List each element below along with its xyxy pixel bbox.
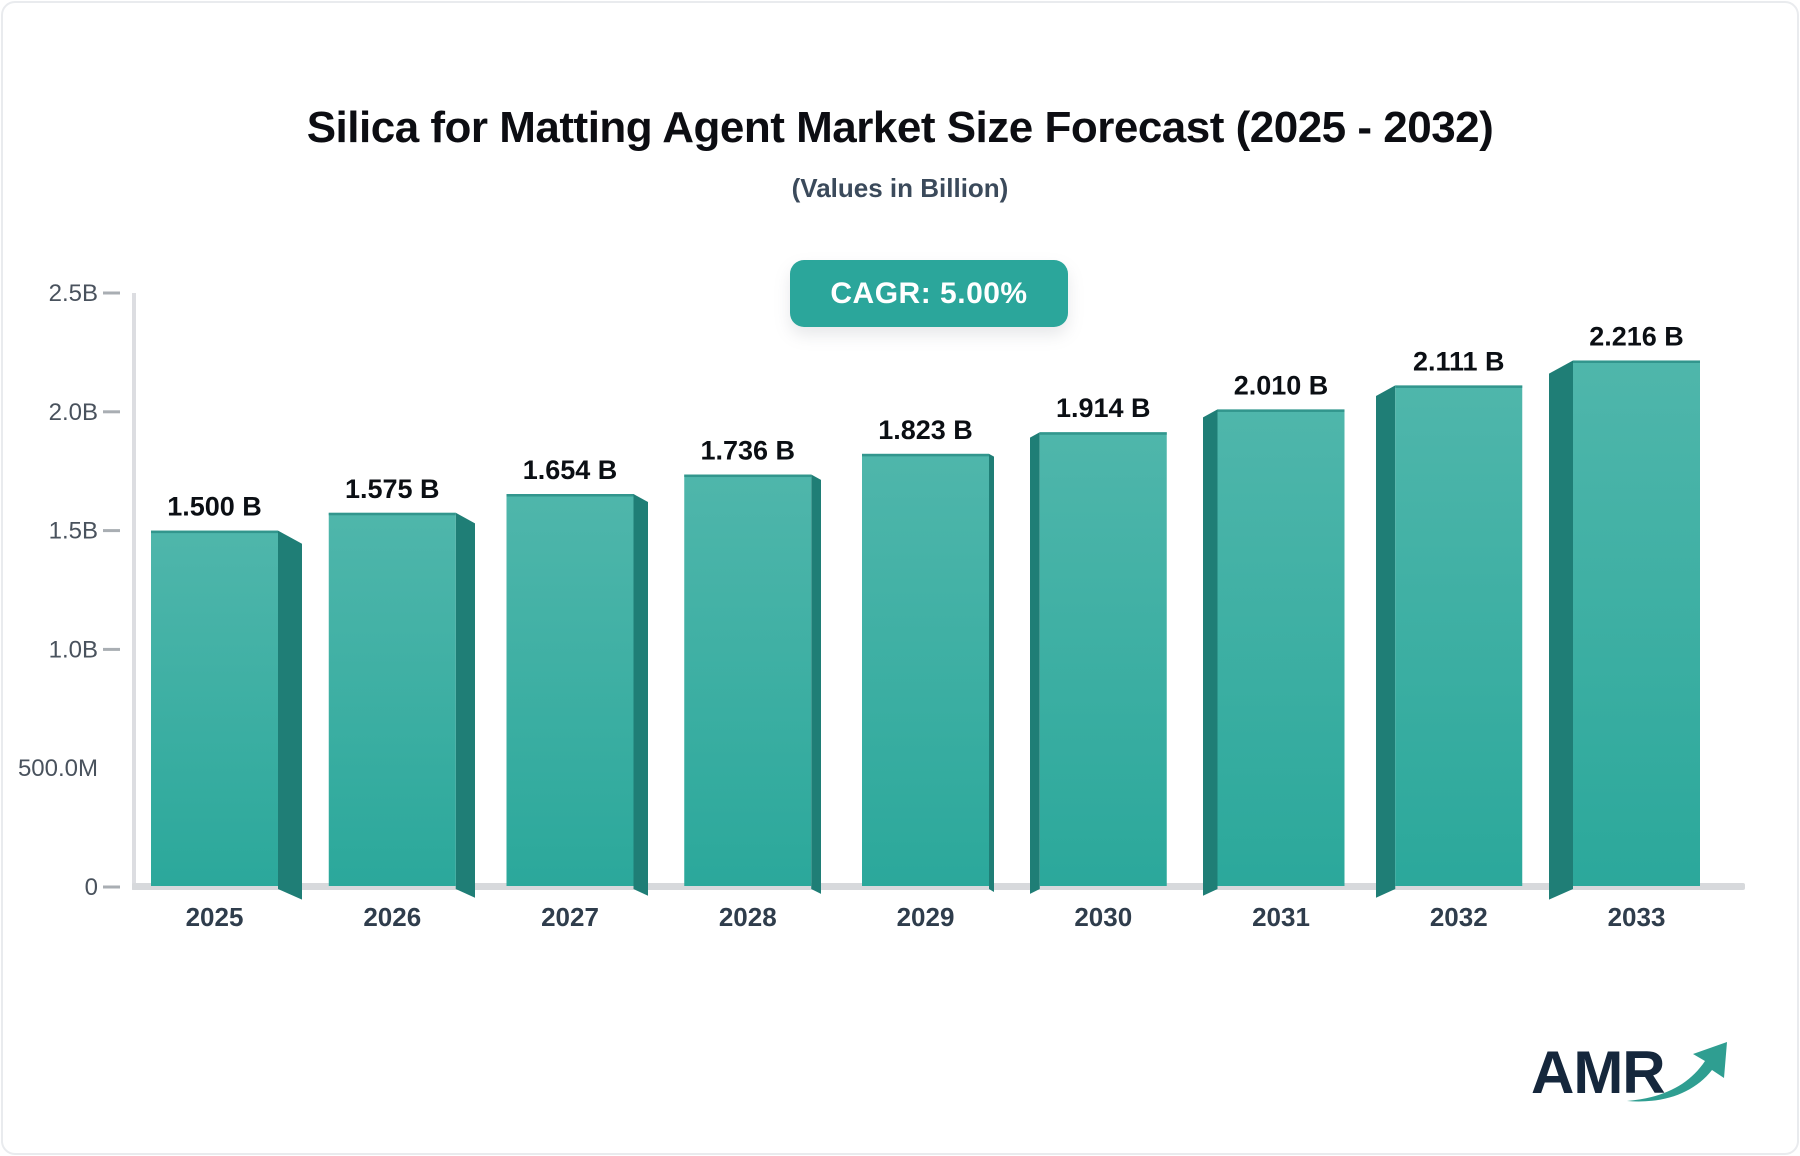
bar-top-edge [151, 530, 278, 534]
bar-front-face [328, 512, 456, 886]
bar-2030[interactable] [1030, 432, 1167, 894]
x-axis-label: 2025 [186, 902, 244, 932]
bar-side-face [455, 512, 475, 898]
bar-top-edge [506, 494, 634, 497]
x-axis-label: 2033 [1608, 902, 1666, 932]
y-axis-line [132, 293, 136, 890]
bar-value-label: 2.010 B [1234, 370, 1329, 400]
bar-2027[interactable] [506, 494, 649, 896]
y-tick-mark [103, 410, 120, 414]
bar-side-face [989, 453, 994, 892]
bar-side-face [1376, 385, 1396, 898]
brand-logo: AMR [1531, 1031, 1751, 1115]
bar-side-face [278, 530, 302, 900]
bar-front-face [684, 474, 812, 886]
cagr-badge-label: CAGR: 5.00% [830, 276, 1028, 310]
bar-front-face [1039, 432, 1167, 886]
y-tick-label: 500.0M [18, 755, 98, 782]
bar-chart: 2.5B 2.0B 1.5B 1.0B 500.0M 0 1.500 B 2025 1.575… [18, 280, 1745, 932]
bar-side-face [811, 474, 821, 894]
bar-top-edge [684, 474, 812, 478]
bar-front-face [1395, 385, 1523, 886]
bar-2029[interactable] [862, 453, 994, 892]
bar-top-edge [862, 453, 989, 457]
x-axis-label: 2030 [1074, 902, 1132, 932]
bar-2031[interactable] [1203, 409, 1345, 896]
bar-2033[interactable] [1549, 360, 1700, 900]
bar-value-label: 1.500 B [167, 492, 262, 522]
y-tick-label: 2.5B [49, 280, 98, 307]
y-tick-mark [103, 647, 120, 651]
bar-value-label: 1.914 B [1056, 393, 1151, 423]
x-axis-label: 2026 [363, 902, 421, 932]
bars-layer [151, 360, 1700, 900]
x-axis-label: 2027 [541, 902, 599, 932]
bar-top-edge [1573, 360, 1700, 363]
bar-2028[interactable] [684, 474, 821, 894]
bar-value-label: 2.111 B [1413, 346, 1505, 376]
bar-top-edge [1039, 432, 1167, 435]
x-axis-label: 2028 [719, 902, 777, 932]
page-subtitle: (Values in Billion) [791, 173, 1009, 203]
y-tick-label: 1.0B [49, 636, 98, 663]
x-axis-label: 2031 [1252, 902, 1310, 932]
bar-side-face [1549, 360, 1573, 900]
bar-value-label: 1.575 B [345, 474, 440, 504]
bar-front-face [506, 494, 634, 886]
bar-front-face [1217, 409, 1345, 886]
y-tick-label: 0 [85, 874, 98, 901]
bar-value-label: 2.216 B [1589, 321, 1684, 351]
bar-top-edge [1395, 385, 1523, 388]
y-tick-mark [103, 291, 120, 295]
y-tick-label: 2.0B [49, 399, 98, 426]
bar-value-label: 1.654 B [523, 455, 618, 485]
logo-arrow-icon [1627, 1042, 1727, 1102]
bar-front-face [862, 453, 989, 886]
labels-layer: 1.500 B 2025 1.575 B 2026 1.654 B 2027 1.736 B… [167, 321, 1684, 932]
bar-top-edge [1217, 409, 1345, 412]
bar-value-label: 1.823 B [878, 415, 973, 445]
bar-front-face [1573, 360, 1700, 886]
logo-text: AMR [1531, 1039, 1665, 1106]
y-tick-mark [103, 529, 120, 533]
x-axis-label: 2032 [1430, 902, 1488, 932]
bar-2025[interactable] [151, 530, 302, 900]
page-title: Silica for Matting Agent Market Size For… [306, 103, 1494, 152]
x-axis-label: 2029 [897, 902, 955, 932]
bar-side-face [633, 494, 648, 896]
cagr-badge: CAGR: 5.00% [790, 260, 1068, 327]
bar-2032[interactable] [1376, 385, 1523, 898]
y-tick-label: 1.5B [49, 518, 98, 545]
bar-side-face [1203, 409, 1218, 896]
bar-top-edge [328, 512, 456, 516]
bar-2026[interactable] [328, 512, 475, 898]
bar-value-label: 1.736 B [700, 436, 795, 466]
y-tick-mark [103, 885, 120, 889]
bar-side-face [1030, 432, 1040, 894]
bar-front-face [151, 530, 278, 886]
